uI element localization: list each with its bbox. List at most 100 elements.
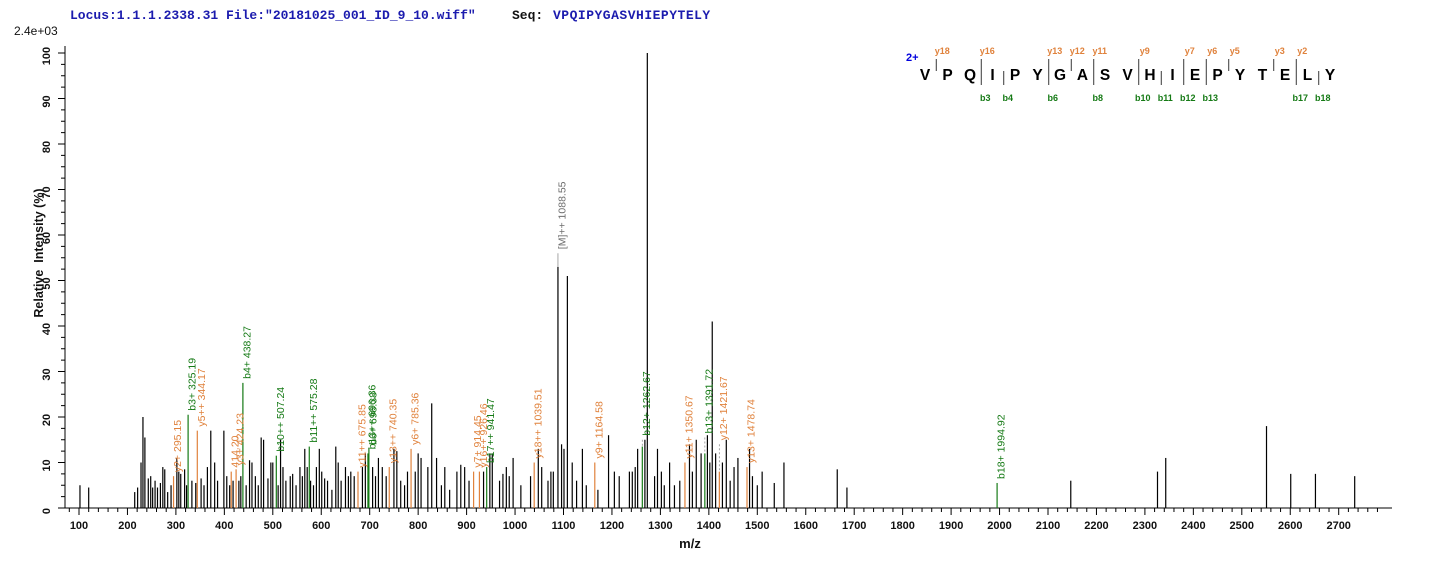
spectrum-peaks	[79, 53, 1356, 508]
y-ion-label: y12	[1070, 46, 1085, 56]
y-tick-label: 60	[41, 232, 53, 244]
b-ion-label: b8	[1092, 93, 1103, 103]
peak-label: y2+ 295.15	[172, 420, 184, 472]
x-tick-label: 1800	[890, 520, 914, 532]
intensity-scale-note: 2.4e+03	[14, 24, 58, 38]
x-tick-label: 100	[70, 520, 88, 532]
b-ion-label: b6	[1047, 93, 1058, 103]
peak-label: y6+ 785.36	[410, 392, 422, 444]
b-ion-label: b4	[1002, 93, 1013, 103]
residue-letter: G	[1054, 67, 1066, 84]
residue-letter: E	[1190, 67, 1200, 84]
peak-label: y13++ 740.35	[388, 399, 400, 463]
y-ion-label: y3	[1275, 46, 1285, 56]
x-axis-title: m/z	[679, 536, 701, 551]
x-tick-label: 2700	[1326, 520, 1350, 532]
peak-label: y3+ 424.23	[235, 413, 247, 465]
residue-letter: P	[942, 67, 952, 84]
y-ion-label: y11	[1092, 46, 1107, 56]
residue-letter: L	[1303, 67, 1312, 84]
y-ion-label: y7	[1185, 46, 1195, 56]
b-ion-label: b10	[1135, 93, 1151, 103]
header-locus-file: Locus:1.1.1.2338.31 File:"20181025_001_I…	[70, 8, 476, 23]
y-ion-label: y16	[980, 46, 995, 56]
x-tick-label: 1500	[745, 520, 769, 532]
peak-label: y13+ 1478.74	[745, 399, 757, 463]
b-ion-label: b12	[1180, 93, 1196, 103]
y-tick-label: 40	[41, 323, 53, 335]
x-tick-label: 2600	[1278, 520, 1302, 532]
x-tick-label: 900	[457, 520, 475, 532]
peak-label: y7+ 914.45	[472, 415, 484, 467]
y-axis-ticks	[58, 52, 65, 509]
y-tick-label: 90	[41, 95, 53, 107]
x-tick-label: 200	[118, 520, 136, 532]
residue-letter: S	[1100, 67, 1110, 84]
peak-label: b4+ 438.27	[241, 326, 253, 379]
y-ion-label: y2	[1297, 46, 1307, 56]
x-tick-label: 1600	[794, 520, 818, 532]
b-ion-label: b13	[1202, 93, 1218, 103]
residue-letter: I	[1170, 67, 1174, 84]
y-tick-label: 30	[41, 368, 53, 380]
y-ion-label: y9	[1140, 46, 1150, 56]
peak-label: b11++ 575.28	[308, 378, 320, 442]
residue-letter: Y	[1325, 67, 1336, 84]
x-tick-label: 400	[215, 520, 233, 532]
residue-letter: P	[1212, 67, 1222, 84]
b-ion-label: b17	[1292, 93, 1308, 103]
y-tick-label: 10	[41, 459, 53, 471]
x-tick-label: 1700	[842, 520, 866, 532]
x-tick-label: 2500	[1230, 520, 1254, 532]
x-tick-label: 2300	[1133, 520, 1157, 532]
residue-letter: I	[990, 67, 994, 84]
x-tick-label: 800	[409, 520, 427, 532]
x-tick-label: 1200	[600, 520, 624, 532]
x-tick-label: 500	[264, 520, 282, 532]
residue-letter: E	[1280, 67, 1290, 84]
peak-label: b13+ 1391.72	[703, 369, 715, 434]
x-tick-label: 1400	[697, 520, 721, 532]
peak-label: y11++ 675.85	[356, 404, 368, 468]
peak-label: y18++ 1039.51	[533, 388, 545, 458]
residue-letter: P	[1010, 67, 1020, 84]
peak-label: y5++ 344.17	[196, 368, 208, 427]
residue-letter: Y	[1235, 67, 1246, 84]
precursor-charge-label: 2+	[906, 52, 919, 64]
x-axis-ticks	[68, 508, 1378, 515]
x-tick-label: 700	[361, 520, 379, 532]
y-tick-label: 0	[41, 508, 53, 514]
b-ion-label: b11	[1158, 93, 1173, 103]
x-tick-label: 600	[312, 520, 330, 532]
x-tick-label: 1300	[648, 520, 672, 532]
y-ion-label: y6	[1207, 46, 1217, 56]
peak-label: y11+ 1350.67	[683, 395, 695, 458]
y-tick-label: 100	[41, 47, 53, 65]
peak-label: y12+ 1421.67	[718, 376, 730, 440]
y-ion-label: y18	[935, 46, 950, 56]
peak-label: b10++ 507.24	[275, 387, 287, 452]
b-ion-label: b3	[980, 93, 991, 103]
residue-letter: T	[1258, 67, 1268, 84]
x-tick-label: 2200	[1084, 520, 1108, 532]
y-axis-tick-labels: 0 10 20 30 40 50 60 70 80 90 100	[41, 47, 53, 514]
peak-label: b17++ 941.47	[485, 398, 497, 463]
peak-label: [M]++ 1088.55	[556, 181, 568, 249]
x-tick-label: 1900	[939, 520, 963, 532]
peak-label: 414.20	[230, 435, 242, 467]
y-ion-label: y5	[1230, 46, 1240, 56]
peak-label: y16++ 926.46	[478, 403, 490, 467]
y-ion-label: y13	[1047, 46, 1062, 56]
header-seq-label: Seq:	[512, 8, 544, 23]
peak-label: b6+ 698.38	[367, 392, 379, 445]
x-tick-label: 2400	[1181, 520, 1205, 532]
residue-letter: V	[1122, 67, 1133, 84]
residue-letter: H	[1144, 67, 1155, 84]
x-tick-label: 1000	[503, 520, 527, 532]
peak-label: b12+ 1262.67	[641, 371, 653, 436]
y-tick-label: 50	[41, 277, 53, 289]
